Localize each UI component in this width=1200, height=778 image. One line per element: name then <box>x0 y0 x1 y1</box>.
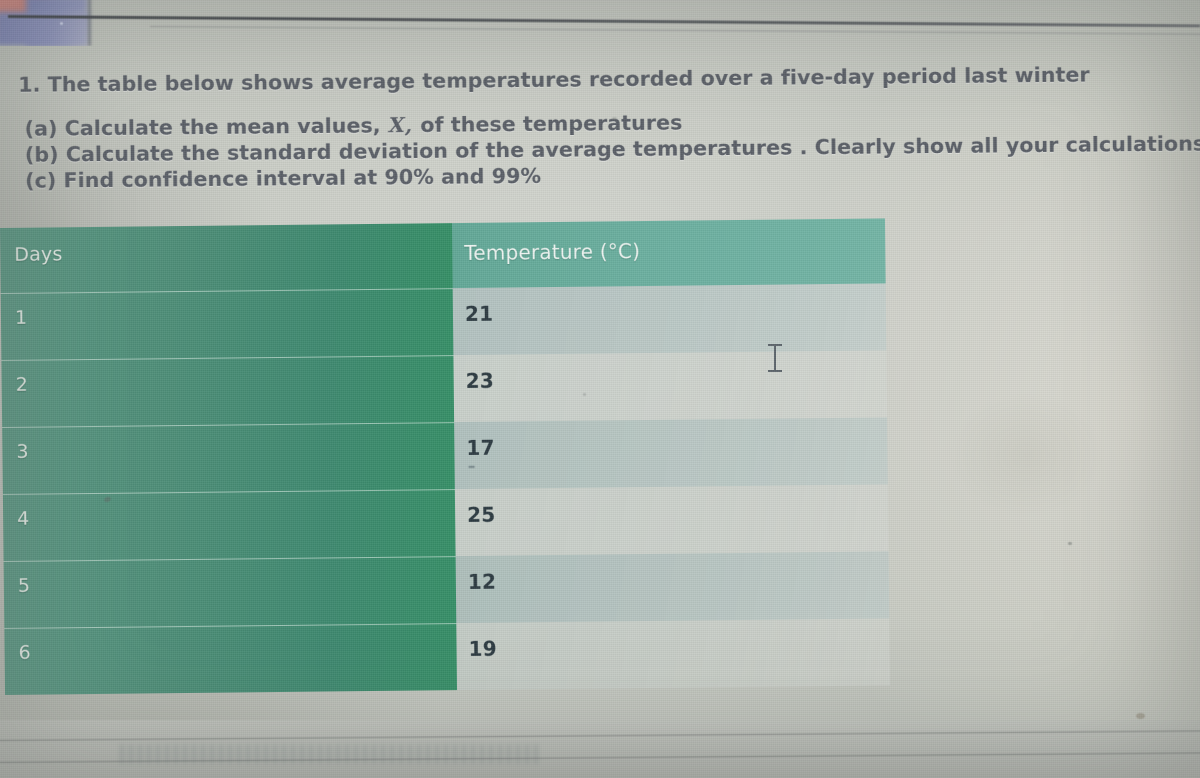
cell-day: 3 <box>2 422 455 494</box>
table-row: 6 19 <box>4 618 891 695</box>
table-row: 3 17 <box>2 417 888 494</box>
dust-speck <box>612 117 617 120</box>
cell-temperature: 21 <box>452 283 887 356</box>
cell-day: 2 <box>1 355 455 427</box>
cell-temperature: 17 <box>454 417 888 490</box>
chrome-indicator-dot <box>60 22 63 25</box>
question-part-a-prefix: (a) Calculate the mean values, <box>24 113 381 141</box>
table-row: 4 25 <box>2 484 889 561</box>
table-header-row: Days Temperature (°C) <box>0 218 886 293</box>
question-part-c: (c) Find confidence interval at 90% and … <box>25 163 542 193</box>
header-cell-days: Days <box>0 223 453 293</box>
temperature-table: Days Temperature (°C) 1 21 2 23 3 17 4 2… <box>0 218 891 695</box>
cell-day: 6 <box>4 623 458 695</box>
table-row: 5 12 <box>3 551 890 628</box>
chrome-divider-line-secondary <box>149 26 1200 35</box>
x-bar-symbol: X, <box>388 113 413 138</box>
table-row: 2 23 <box>1 350 888 427</box>
text-cursor-icon <box>766 343 784 373</box>
cell-temperature: 19 <box>456 618 891 691</box>
dust-speck <box>1068 542 1072 545</box>
cell-day: 5 <box>3 556 457 628</box>
header-cell-temperature: Temperature (°C) <box>451 218 886 289</box>
cell-temperature: 25 <box>454 484 889 557</box>
question-part-a-suffix: of these temperatures <box>420 110 683 137</box>
chrome-tab-separator <box>88 0 91 46</box>
screen-smudge <box>952 395 1102 515</box>
cell-day: 1 <box>0 288 454 360</box>
bottom-toolbar-strip <box>0 720 1200 778</box>
cell-day: 4 <box>2 489 456 561</box>
dust-speck <box>1136 713 1145 719</box>
table-row: 1 21 <box>0 283 887 360</box>
top-app-chrome <box>0 0 1200 46</box>
cell-temperature: 23 <box>453 350 888 423</box>
cell-temperature: 12 <box>455 551 890 624</box>
dust-speck <box>583 393 586 396</box>
